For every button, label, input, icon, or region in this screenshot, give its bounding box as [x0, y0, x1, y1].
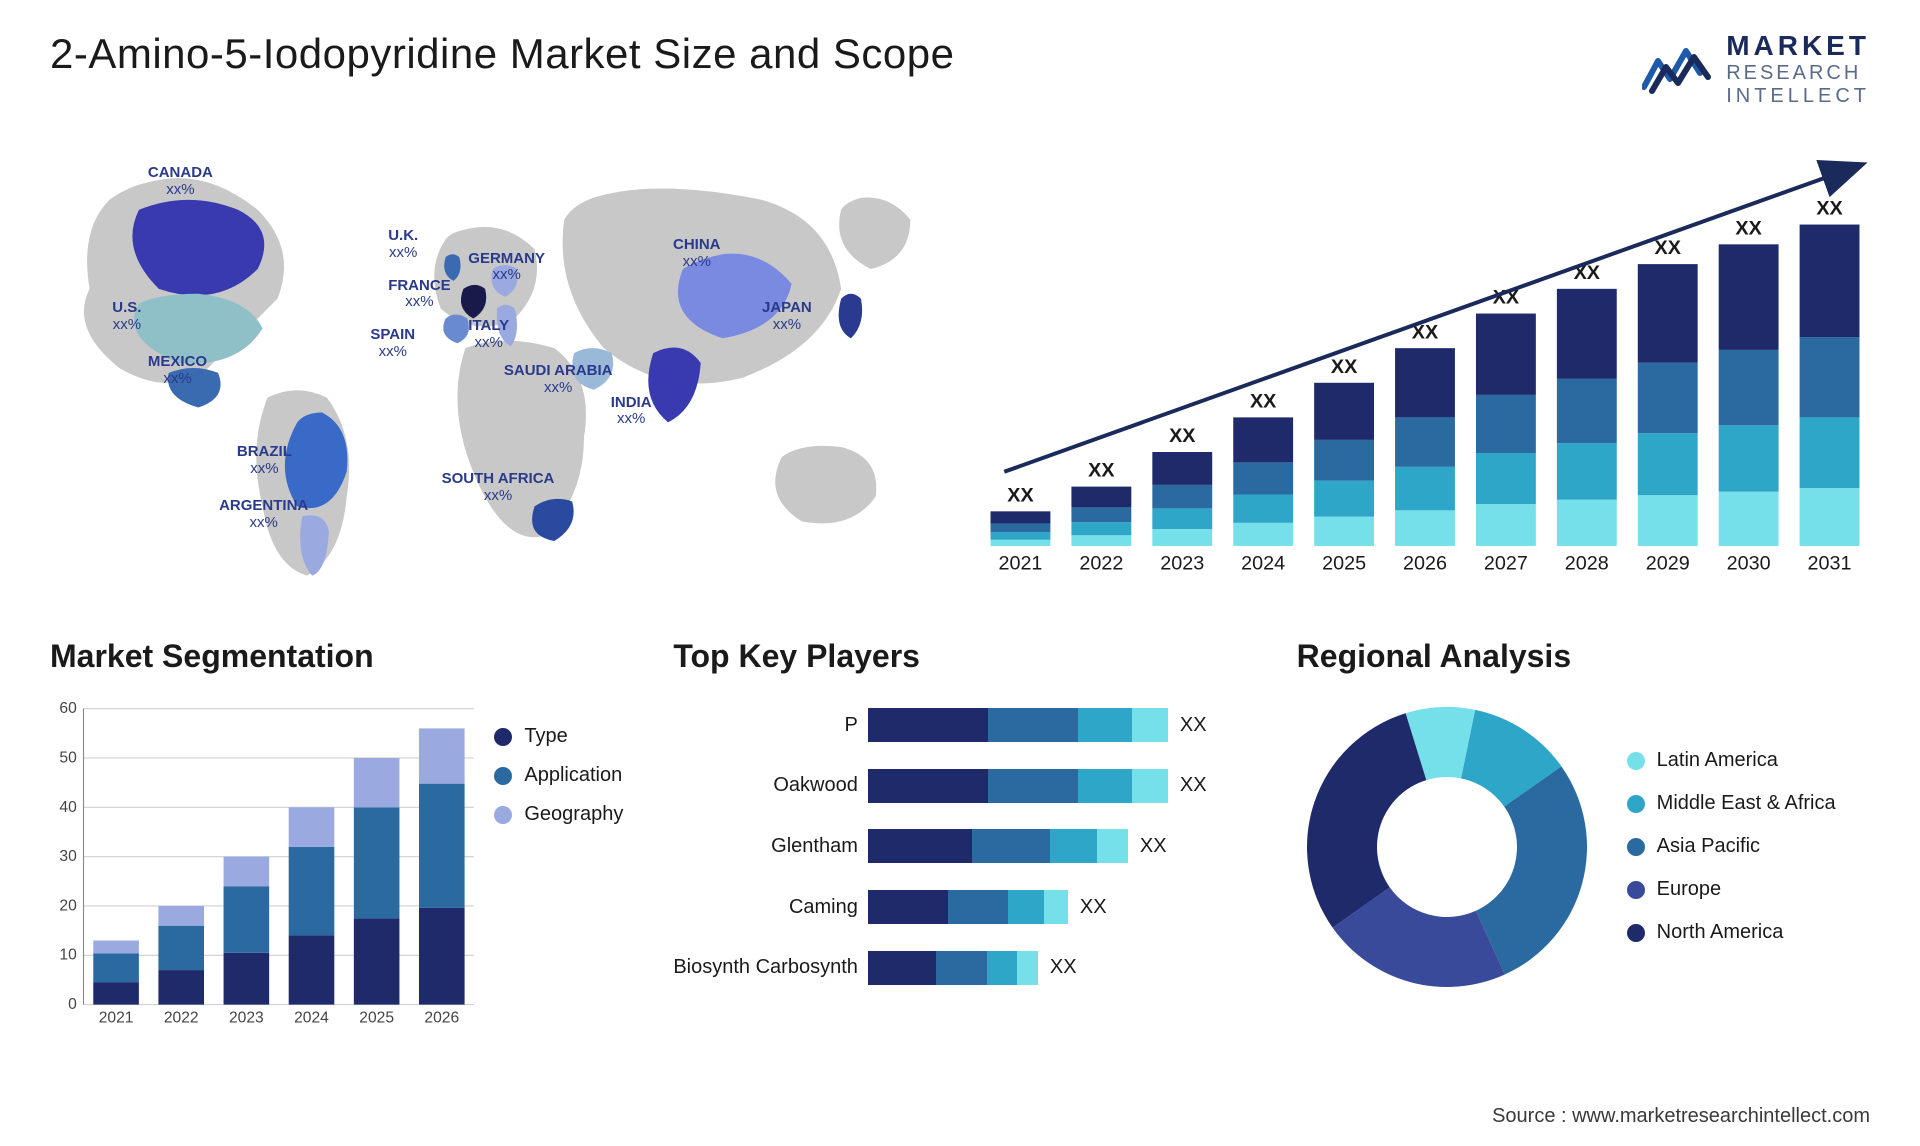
- legend-item: Europe: [1627, 878, 1836, 901]
- svg-text:2024: 2024: [294, 1009, 329, 1026]
- player-bar-row: XX: [868, 890, 1247, 924]
- svg-text:XX: XX: [1007, 484, 1034, 506]
- player-label: Biosynth Carbosynth: [673, 951, 858, 985]
- page-title: 2-Amino-5-Iodopyridine Market Size and S…: [50, 30, 954, 78]
- world-map: CANADAxx% U.S.xx%MEXICOxx% BRAZILxx% ARGENT…: [50, 138, 940, 588]
- map-country-label: MEXICOxx%: [148, 354, 207, 387]
- player-label: Caming: [789, 890, 858, 924]
- svg-text:2026: 2026: [1403, 553, 1447, 575]
- map-country-label: SAUDI ARABIAxx%: [504, 363, 613, 396]
- legend-item: North America: [1627, 921, 1836, 944]
- segmentation-title: Market Segmentation: [50, 638, 623, 675]
- map-country-label: ITALYxx%: [468, 318, 509, 351]
- map-country-label: INDIAxx%: [611, 395, 652, 428]
- legend-item: Latin America: [1627, 749, 1836, 772]
- svg-text:2022: 2022: [1079, 553, 1123, 575]
- regional-panel: Regional Analysis Latin America Middle Ea…: [1297, 638, 1870, 998]
- svg-text:2023: 2023: [229, 1009, 264, 1026]
- svg-text:50: 50: [59, 749, 77, 766]
- segmentation-panel: Market Segmentation 01020304050602021202…: [50, 638, 623, 998]
- legend-item: Application: [494, 764, 623, 787]
- svg-text:2026: 2026: [424, 1009, 459, 1026]
- player-bar-row: XX: [868, 951, 1247, 985]
- map-country-label: ARGENTINAxx%: [219, 498, 308, 531]
- svg-text:40: 40: [59, 799, 77, 816]
- player-bar-row: XX: [868, 829, 1247, 863]
- players-title: Top Key Players: [673, 638, 1246, 675]
- players-chart: XX XX XX XX XX: [868, 695, 1247, 998]
- map-country-label: BRAZILxx%: [237, 444, 292, 477]
- svg-text:XX: XX: [1816, 198, 1843, 220]
- map-country-label: GERMANYxx%: [468, 251, 545, 284]
- player-label: Oakwood: [773, 769, 858, 803]
- svg-text:XX: XX: [1169, 425, 1196, 447]
- svg-text:2025: 2025: [359, 1009, 394, 1026]
- svg-text:XX: XX: [1655, 237, 1682, 259]
- segmentation-chart: 0 10 20 30 40 50 60 2021 2022 2023 2024 2025 2026: [50, 695, 474, 1035]
- svg-text:2025: 2025: [1322, 553, 1366, 575]
- svg-text:60: 60: [59, 700, 77, 717]
- svg-text:XX: XX: [1331, 356, 1358, 378]
- svg-text:10: 10: [59, 947, 77, 964]
- svg-text:2031: 2031: [1808, 553, 1852, 575]
- map-country-label: JAPANxx%: [762, 300, 812, 333]
- growth-bar-chart: XX 2021 XX 2022 XX 2023 XX 2024 XX 2025 XX 2026 XX 20…: [980, 138, 1870, 588]
- svg-text:2022: 2022: [164, 1009, 199, 1026]
- regional-donut-chart: [1297, 697, 1597, 997]
- player-bar-row: XX: [868, 708, 1247, 742]
- players-panel: Top Key Players P Oakwood Glentham Caming Bi…: [673, 638, 1246, 998]
- map-country-label: CANADAxx%: [148, 165, 213, 198]
- brand-logo: MARKET RESEARCH INTELLECT: [1642, 30, 1870, 108]
- svg-text:2027: 2027: [1484, 553, 1528, 575]
- svg-text:XX: XX: [1735, 217, 1762, 239]
- player-label: P: [845, 708, 858, 742]
- legend-item: Geography: [494, 803, 623, 826]
- player-bar-row: XX: [868, 769, 1247, 803]
- regional-title: Regional Analysis: [1297, 638, 1870, 675]
- svg-text:2028: 2028: [1565, 553, 1609, 575]
- svg-text:2021: 2021: [99, 1009, 134, 1026]
- logo-line2: RESEARCH: [1726, 62, 1870, 85]
- map-country-label: U.S.xx%: [112, 300, 141, 333]
- legend-item: Type: [494, 725, 623, 748]
- source-attribution: Source : www.marketresearchintellect.com: [1492, 1105, 1870, 1128]
- svg-text:XX: XX: [1250, 391, 1277, 413]
- map-country-label: SPAINxx%: [370, 327, 415, 360]
- logo-line3: INTELLECT: [1726, 85, 1870, 108]
- svg-text:30: 30: [59, 848, 77, 865]
- logo-mark-icon: [1642, 39, 1714, 99]
- svg-text:2030: 2030: [1727, 553, 1771, 575]
- segmentation-legend: Type Application Geography: [494, 695, 623, 1035]
- svg-text:XX: XX: [1088, 460, 1115, 482]
- map-country-label: SOUTH AFRICAxx%: [442, 471, 555, 504]
- svg-text:0: 0: [68, 996, 77, 1013]
- map-country-label: CHINAxx%: [673, 237, 721, 270]
- svg-text:2023: 2023: [1160, 553, 1204, 575]
- legend-item: Asia Pacific: [1627, 835, 1836, 858]
- svg-text:2029: 2029: [1646, 553, 1690, 575]
- svg-text:2021: 2021: [998, 553, 1042, 575]
- svg-text:2024: 2024: [1241, 553, 1285, 575]
- player-label: Glentham: [771, 829, 858, 863]
- regional-legend: Latin America Middle East & Africa Asia Pa…: [1627, 749, 1836, 944]
- map-country-label: FRANCExx%: [388, 278, 451, 311]
- legend-item: Middle East & Africa: [1627, 792, 1836, 815]
- logo-line1: MARKET: [1726, 30, 1870, 62]
- map-country-label: U.K.xx%: [388, 228, 418, 261]
- svg-text:20: 20: [59, 897, 77, 914]
